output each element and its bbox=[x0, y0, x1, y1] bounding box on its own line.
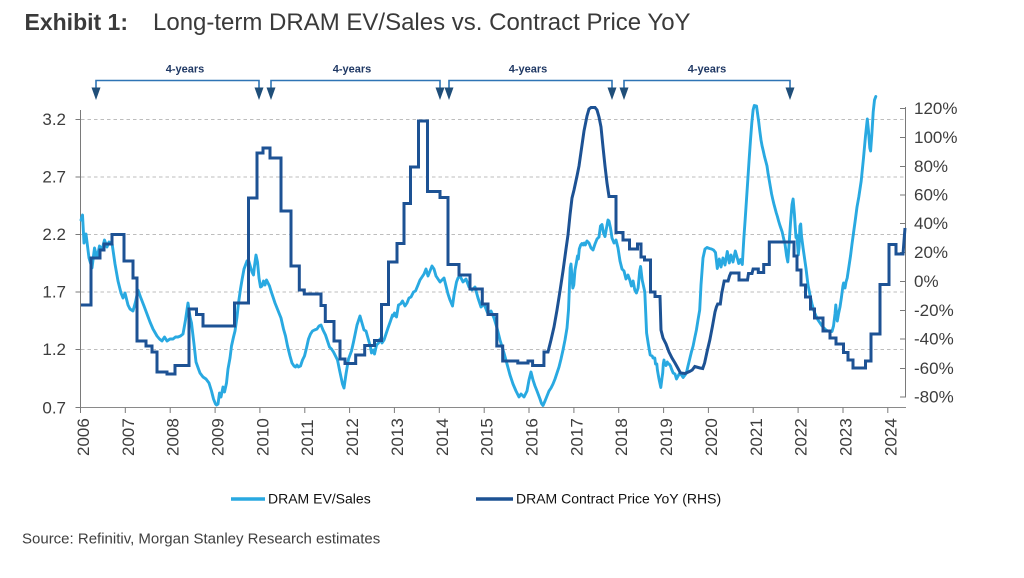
svg-text:2008: 2008 bbox=[164, 418, 183, 456]
svg-text:DRAM EV/Sales: DRAM EV/Sales bbox=[268, 491, 371, 507]
svg-text:-80%: -80% bbox=[914, 388, 954, 407]
svg-text:2015: 2015 bbox=[478, 418, 497, 456]
svg-text:2007: 2007 bbox=[119, 418, 138, 456]
svg-text:120%: 120% bbox=[914, 99, 957, 118]
svg-text:3.2: 3.2 bbox=[42, 110, 66, 129]
svg-text:DRAM Contract Price YoY (RHS): DRAM Contract Price YoY (RHS) bbox=[516, 491, 721, 507]
svg-text:-60%: -60% bbox=[914, 359, 954, 378]
svg-text:2018: 2018 bbox=[612, 418, 631, 456]
svg-text:0%: 0% bbox=[914, 272, 939, 291]
svg-text:2017: 2017 bbox=[567, 418, 586, 456]
svg-text:60%: 60% bbox=[914, 186, 948, 205]
svg-text:-20%: -20% bbox=[914, 301, 954, 320]
svg-text:2024: 2024 bbox=[881, 418, 900, 456]
svg-text:2020: 2020 bbox=[702, 418, 721, 456]
svg-text:80%: 80% bbox=[914, 157, 948, 176]
svg-text:2013: 2013 bbox=[388, 418, 407, 456]
svg-text:2010: 2010 bbox=[253, 418, 272, 456]
svg-text:2016: 2016 bbox=[523, 418, 542, 456]
svg-text:1.7: 1.7 bbox=[42, 283, 66, 302]
svg-text:2023: 2023 bbox=[837, 418, 856, 456]
svg-text:-40%: -40% bbox=[914, 330, 954, 349]
svg-text:2014: 2014 bbox=[433, 418, 452, 456]
svg-text:40%: 40% bbox=[914, 214, 948, 233]
svg-text:4-years: 4-years bbox=[333, 64, 372, 76]
svg-text:4-years: 4-years bbox=[688, 64, 727, 76]
svg-text:2021: 2021 bbox=[747, 418, 766, 456]
svg-text:2022: 2022 bbox=[792, 418, 811, 456]
svg-text:Source: Refinitiv, Morgan Stan: Source: Refinitiv, Morgan Stanley Resear… bbox=[22, 531, 380, 548]
svg-text:2019: 2019 bbox=[657, 418, 676, 456]
svg-text:2009: 2009 bbox=[209, 418, 228, 456]
svg-text:Long-term DRAM EV/Sales vs. Co: Long-term DRAM EV/Sales vs. Contract Pri… bbox=[153, 9, 691, 36]
svg-text:4-years: 4-years bbox=[166, 64, 205, 76]
svg-text:4-years: 4-years bbox=[509, 64, 548, 76]
svg-text:2.2: 2.2 bbox=[42, 225, 66, 244]
svg-text:2011: 2011 bbox=[298, 419, 317, 456]
svg-text:Exhibit 1:: Exhibit 1: bbox=[25, 9, 129, 35]
svg-text:1.2: 1.2 bbox=[42, 340, 66, 359]
svg-text:2006: 2006 bbox=[74, 418, 93, 456]
svg-text:2012: 2012 bbox=[343, 418, 362, 456]
svg-text:20%: 20% bbox=[914, 243, 948, 262]
svg-text:0.7: 0.7 bbox=[42, 399, 66, 418]
svg-text:2.7: 2.7 bbox=[42, 168, 66, 187]
svg-text:100%: 100% bbox=[914, 128, 957, 147]
